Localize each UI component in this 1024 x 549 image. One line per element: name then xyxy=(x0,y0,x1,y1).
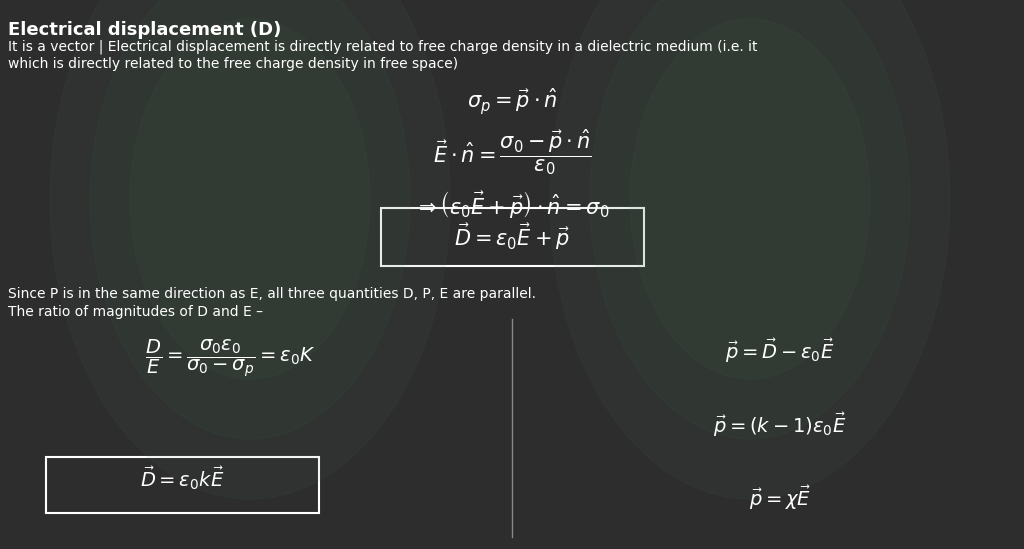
Text: $\vec{D} = \varepsilon_0 k\vec{E}$: $\vec{D} = \varepsilon_0 k\vec{E}$ xyxy=(140,464,224,491)
Text: $\sigma_p = \vec{p} \cdot \hat{n}$: $\sigma_p = \vec{p} \cdot \hat{n}$ xyxy=(467,87,557,117)
Polygon shape xyxy=(550,0,950,499)
Text: $\vec{p} = (k-1)\varepsilon_0 \vec{E}$: $\vec{p} = (k-1)\varepsilon_0 \vec{E}$ xyxy=(714,411,847,439)
Text: $\vec{E} \cdot \hat{n} = \dfrac{\sigma_0 - \vec{p} \cdot \hat{n}}{\varepsilon_0}: $\vec{E} \cdot \hat{n} = \dfrac{\sigma_0… xyxy=(432,127,592,177)
Polygon shape xyxy=(630,19,870,379)
Text: Electrical displacement (D): Electrical displacement (D) xyxy=(8,21,282,39)
FancyBboxPatch shape xyxy=(46,457,319,513)
Text: which is directly related to the free charge density in free space): which is directly related to the free ch… xyxy=(8,57,458,71)
Polygon shape xyxy=(130,19,370,379)
Polygon shape xyxy=(590,0,910,439)
Text: $\vec{p} = \vec{D} - \varepsilon_0 \vec{E}$: $\vec{p} = \vec{D} - \varepsilon_0 \vec{… xyxy=(725,337,835,365)
Text: $\vec{D} = \varepsilon_0 \vec{E} + \vec{p}$: $\vec{D} = \varepsilon_0 \vec{E} + \vec{… xyxy=(454,221,570,252)
Text: $\dfrac{D}{E} = \dfrac{\sigma_0 \varepsilon_0}{\sigma_0 - \sigma_p} = \varepsilo: $\dfrac{D}{E} = \dfrac{\sigma_0 \varepsi… xyxy=(144,337,315,379)
Polygon shape xyxy=(90,0,410,439)
Text: The ratio of magnitudes of D and E –: The ratio of magnitudes of D and E – xyxy=(8,305,263,319)
Polygon shape xyxy=(50,0,450,499)
Text: It is a vector | Electrical displacement is directly related to free charge dens: It is a vector | Electrical displacement… xyxy=(8,39,758,53)
Text: $\Rightarrow \left(\varepsilon_0 \vec{E} + \vec{p}\right) \cdot \hat{n} = \sigma: $\Rightarrow \left(\varepsilon_0 \vec{E}… xyxy=(415,189,609,220)
Text: $\vec{p} = \chi \vec{E}$: $\vec{p} = \chi \vec{E}$ xyxy=(749,484,811,512)
Text: Since P is in the same direction as E, all three quantities D, P, E are parallel: Since P is in the same direction as E, a… xyxy=(8,287,536,301)
FancyBboxPatch shape xyxy=(381,208,644,266)
